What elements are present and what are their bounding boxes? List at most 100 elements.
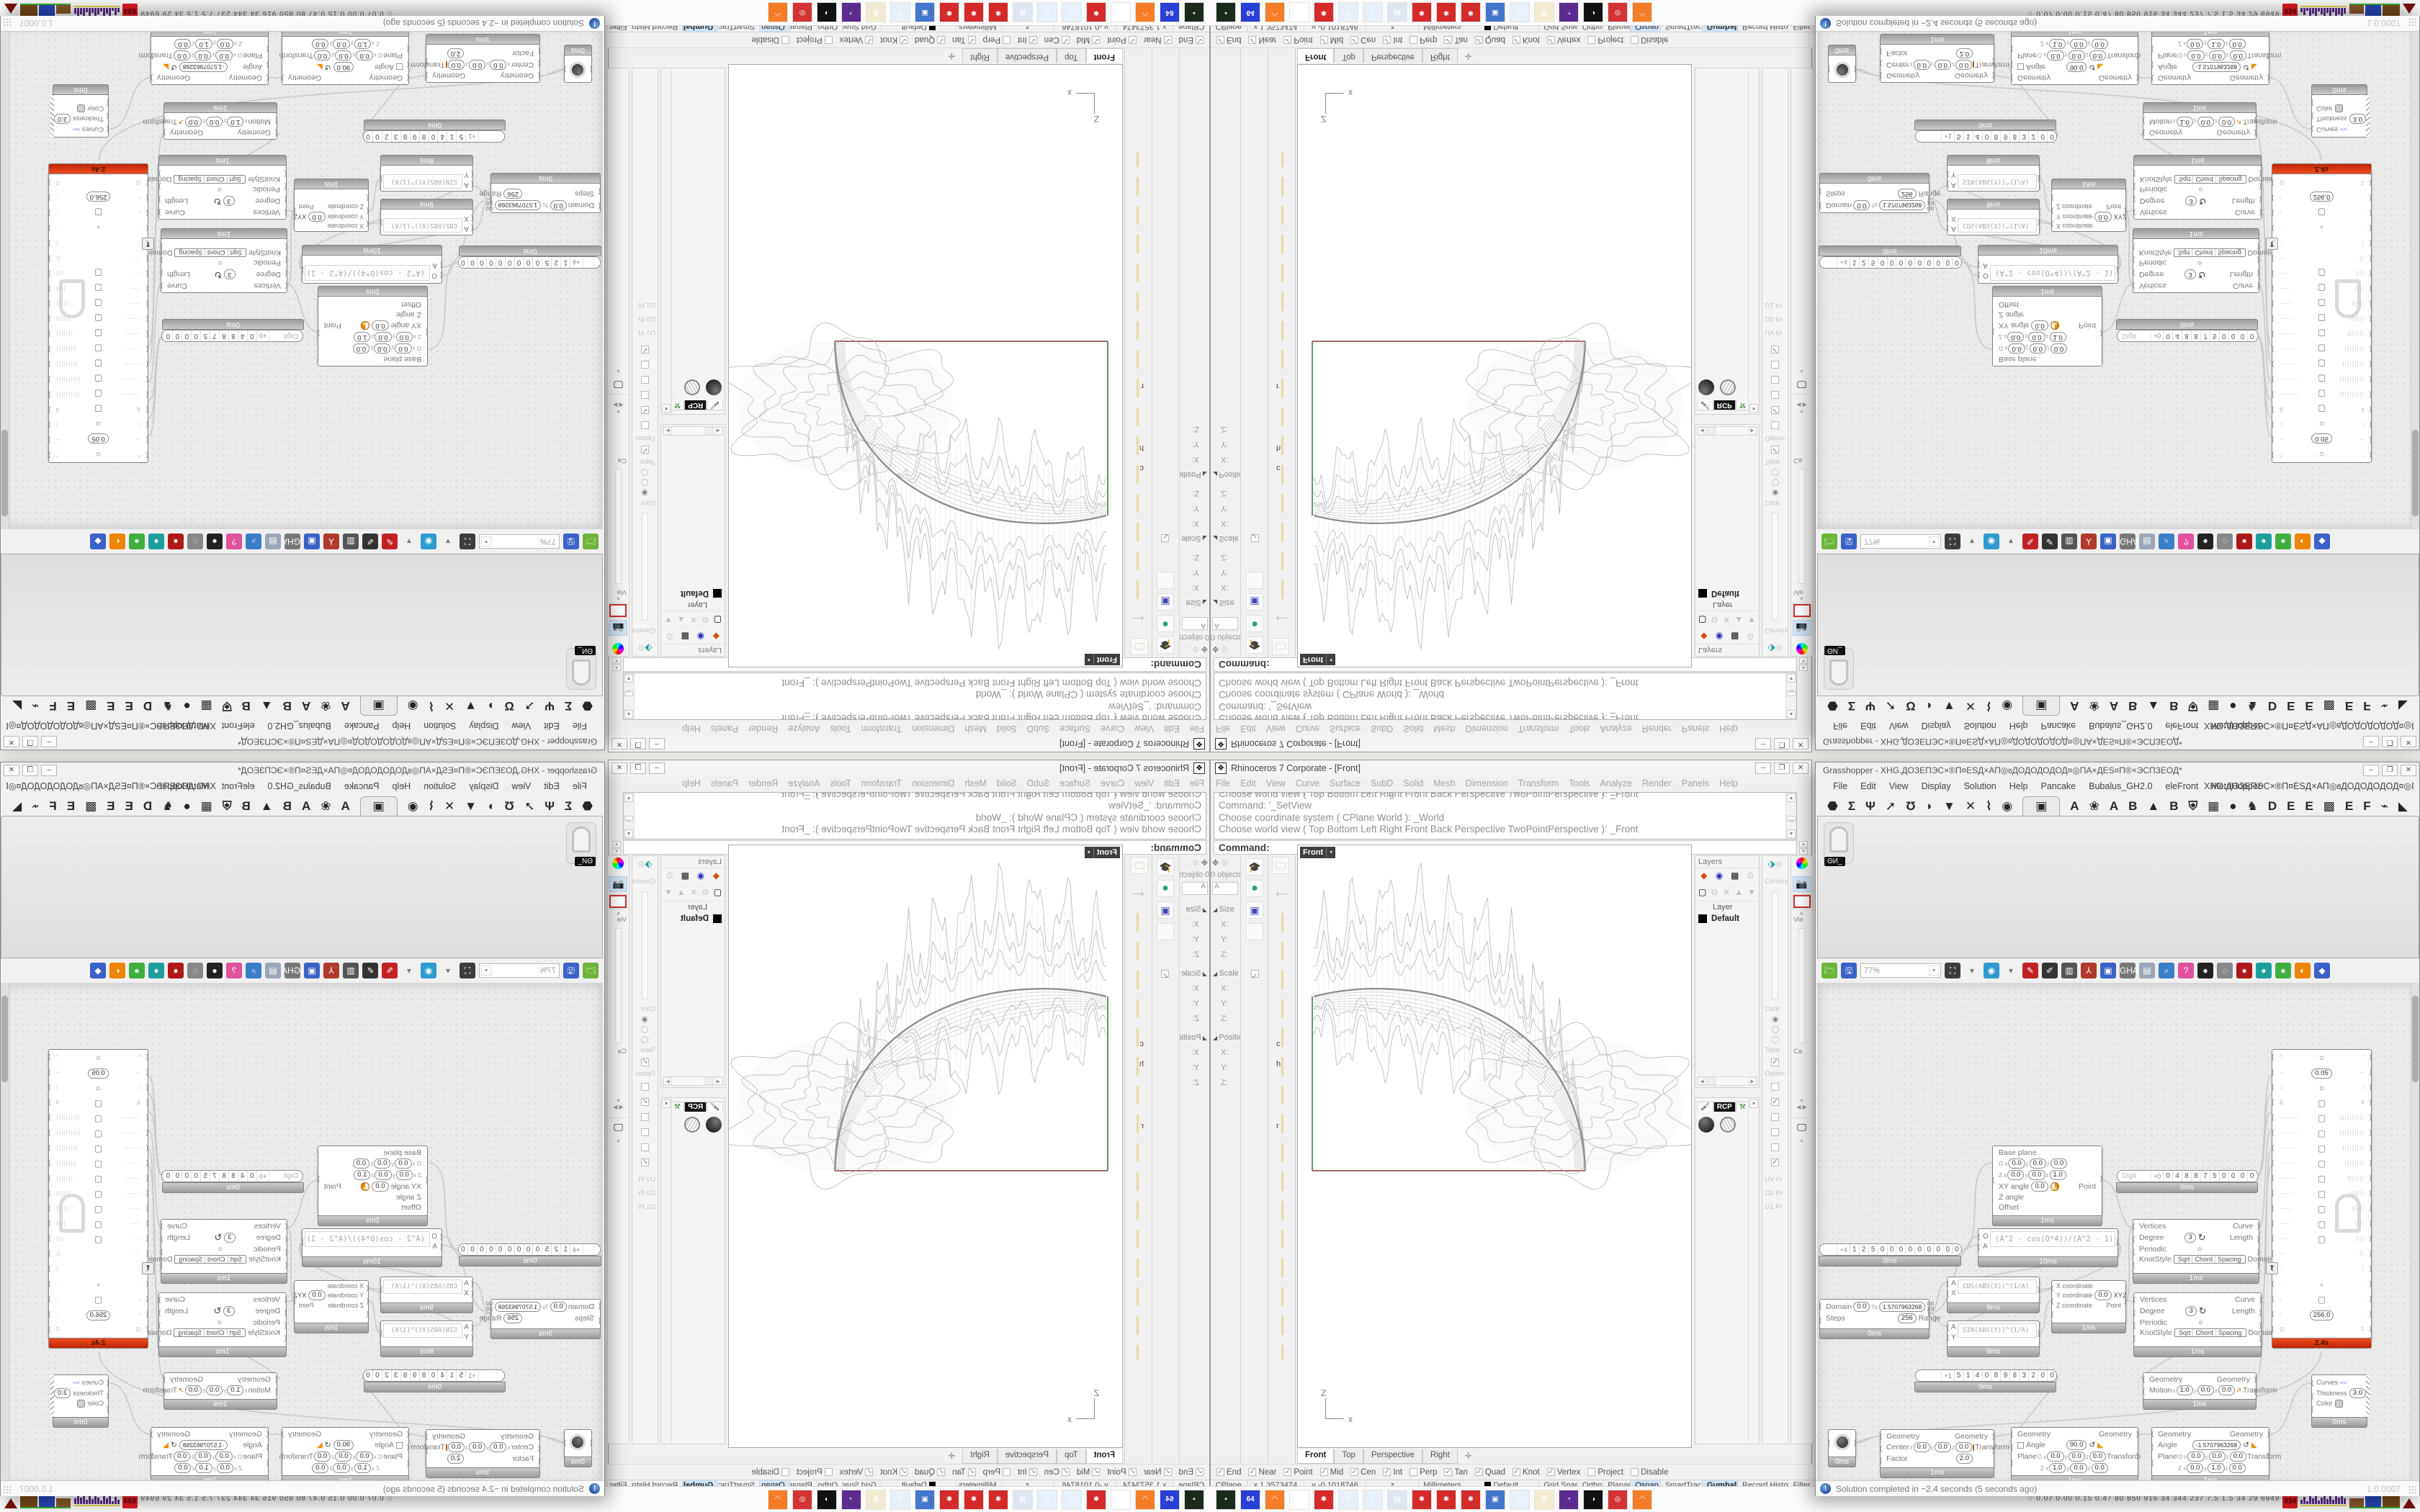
delete-layer-icon[interactable]: ✕ — [1722, 615, 1731, 625]
gh-toolbar-icon[interactable]: ⛶ — [460, 963, 475, 978]
expand-button[interactable]: ⬆ — [2266, 1262, 2278, 1274]
window-button[interactable]: – — [2363, 736, 2379, 747]
tray-icon[interactable]: ☆ — [2027, 1495, 2034, 1503]
zoom-combo[interactable]: 77% ▼ — [479, 963, 560, 978]
window-button[interactable]: ✕ — [4, 765, 19, 776]
component-tab-icon[interactable]: D — [143, 699, 153, 713]
gh-toolbar-icon[interactable]: ◉ — [421, 534, 436, 549]
user-object-item[interactable]: ΘИ_ — [1824, 646, 1854, 690]
component-tab-icon[interactable]: F — [2363, 799, 2371, 813]
feather-icon-component[interactable]: () 0ms — [564, 45, 592, 83]
component-tab-icon[interactable]: Ʊ — [504, 699, 514, 713]
gh-toolbar-icon[interactable]: ● — [168, 534, 184, 549]
sphere-tool-icon[interactable]: ● — [1246, 615, 1263, 632]
component-tab-icon[interactable]: ⌇ — [428, 799, 434, 813]
wireframe-sphere-icon[interactable] — [1720, 1117, 1736, 1133]
display-panel-scrollbar[interactable]: ▼ — [661, 1099, 672, 1443]
menu-item[interactable]: Transform — [1518, 724, 1559, 734]
feather-cluster-component[interactable]: ⬆ ( ^ ○ ^ ) ( ⇔ 0.05 ⇔ ) — [2266, 1049, 2372, 1349]
component-tab-icon[interactable]: Σ — [1847, 799, 1856, 813]
component-tab-icon[interactable]: ⌇ — [1986, 799, 1992, 813]
menu-item[interactable]: File — [572, 721, 587, 731]
gh-toolbar-icon[interactable]: ▾ — [1969, 536, 1975, 546]
menu-item[interactable]: Render — [748, 724, 779, 734]
gh-toolbar-icon[interactable]: ◐ — [2295, 963, 2311, 978]
layer-ball-icon[interactable]: ◉ — [1716, 631, 1724, 642]
gh-toolbar-icon[interactable]: ● — [207, 963, 223, 978]
component-tab-icon[interactable]: E — [125, 699, 133, 713]
component-tab-icon[interactable]: B — [2169, 699, 2179, 713]
viewport-tab[interactable]: ✛ — [948, 1452, 956, 1461]
paint-tool-icon[interactable]: ▣ — [1157, 593, 1174, 611]
component-tab-icon[interactable]: ❀ — [2089, 699, 2099, 713]
osnap-toggle[interactable]: Near — [1248, 35, 1276, 45]
menu-item[interactable]: Mesh — [964, 778, 987, 788]
window-button[interactable]: ✕ — [2401, 736, 2416, 747]
save-file-icon[interactable]: 🖫 — [1841, 534, 1857, 549]
history-scrollbar[interactable]: ▲ ▭ ▼ — [1785, 793, 1796, 839]
component-tab-icon[interactable]: ▩ — [85, 799, 97, 813]
camera-tab-icon[interactable]: 📷 — [1792, 620, 1811, 636]
component-tab-icon[interactable]: Ʊ — [1906, 799, 1916, 813]
sphere-tool-icon[interactable]: ● — [1157, 615, 1174, 632]
color-wheel-icon[interactable] — [612, 643, 624, 654]
taskbar-app-button[interactable]: ▤ — [1013, 1490, 1033, 1510]
component-tab-icon[interactable]: ▲ — [260, 699, 273, 713]
component-tab-icon[interactable]: A — [301, 699, 311, 713]
menu-item[interactable]: View — [511, 721, 532, 731]
axes-tab-icon[interactable]: ⚒ — [1735, 1102, 1749, 1112]
cos-expression-component[interactable]: (() A X COS(ABS(X))^(1/A) 9ms — [380, 199, 473, 235]
menu-item[interactable]: Analyze — [1600, 724, 1632, 734]
gear-icon[interactable]: ⚙ — [666, 870, 674, 881]
osnap-toggle[interactable]: Mid — [1319, 1467, 1343, 1477]
window-button[interactable]: ❐ — [2382, 765, 2398, 776]
menu-item[interactable]: Mesh — [964, 724, 987, 734]
gh-toolbar-icon[interactable]: ▾ — [445, 966, 451, 976]
taskbar-app-button[interactable]: ◑ — [817, 2, 837, 22]
section-label[interactable]: Position — [1179, 1033, 1207, 1042]
window-button[interactable]: ❐ — [630, 738, 646, 750]
taskbar-app-button[interactable]: ≣ — [1534, 1490, 1554, 1510]
viewport-tab[interactable]: Front — [1297, 48, 1335, 63]
brush-tab-icon[interactable]: 🖌 — [1697, 1102, 1713, 1112]
menu-item[interactable]: Dimension — [912, 778, 955, 788]
wireframe-sphere-icon[interactable] — [684, 379, 700, 395]
component-tab-icon[interactable]: Σ — [564, 799, 573, 813]
component-tab-icon[interactable]: ▦ — [2208, 699, 2220, 713]
scroll-down-icon[interactable]: ▼ — [616, 408, 621, 413]
digit-slider[interactable]: +4 1 2 5 0 0 0 0 0 0 0 0 0 0ms — [1819, 246, 1962, 269]
window-button[interactable]: ✕ — [2401, 765, 2416, 776]
open-file-icon[interactable]: 🗁 — [583, 963, 599, 978]
taskbar-app-button[interactable]: ◠ — [768, 1490, 788, 1510]
viewport-tab[interactable]: Perspective — [997, 48, 1057, 63]
section-label[interactable]: Size — [1180, 905, 1207, 914]
viewport-tab[interactable]: Front — [1085, 1449, 1123, 1464]
material-sphere-icon[interactable] — [706, 379, 722, 395]
radio-option[interactable] — [641, 1026, 649, 1033]
gh-document-name[interactable]: XHG.ДОЗЕПЭС×®П¤ЕЅД×АП◎ᴕДОДОДОДОД¤◎ПА×ДЕЅ… — [6, 721, 216, 731]
component-tab-icon[interactable]: ⛨ — [222, 799, 232, 813]
gh-toolbar-icon[interactable]: ⌕ — [2159, 963, 2174, 978]
gh-toolbar-icon[interactable]: ⛶ — [460, 534, 475, 549]
component-tab-icon[interactable]: E — [107, 699, 115, 713]
taskbar-app-button[interactable]: ◠ — [1632, 2, 1652, 22]
checker-icon[interactable]: ▩ — [681, 631, 689, 642]
component-tab-icon[interactable]: E — [2287, 799, 2295, 813]
gh-toolbar-icon[interactable]: ● — [2256, 963, 2272, 978]
taskbar-app-button[interactable]: ≡ — [1510, 2, 1530, 22]
resize-grip[interactable] — [2408, 1485, 2417, 1494]
taskbar-app-button[interactable]: ◎ — [792, 1490, 812, 1510]
gh-toolbar-icon[interactable]: GHA — [2120, 534, 2138, 549]
menu-item[interactable]: View — [1888, 721, 1909, 731]
osnap-toggle[interactable]: Vertex — [1546, 35, 1580, 45]
checkbox[interactable] — [641, 391, 649, 399]
gh-toolbar-icon[interactable]: ◉ — [1984, 963, 1999, 978]
viewport-tab[interactable]: Top — [1057, 48, 1086, 63]
viewport-label-tab[interactable]: Front ▾ — [1084, 654, 1120, 665]
gh-document-name[interactable]: XHG.ДОЗЕПЭС×®П¤ЕЅД×АП◎ᴕДОДОДОДОД¤◎ПА×ДЕЅ… — [2204, 781, 2414, 791]
checkbox-tool-icon[interactable] — [1246, 530, 1263, 547]
